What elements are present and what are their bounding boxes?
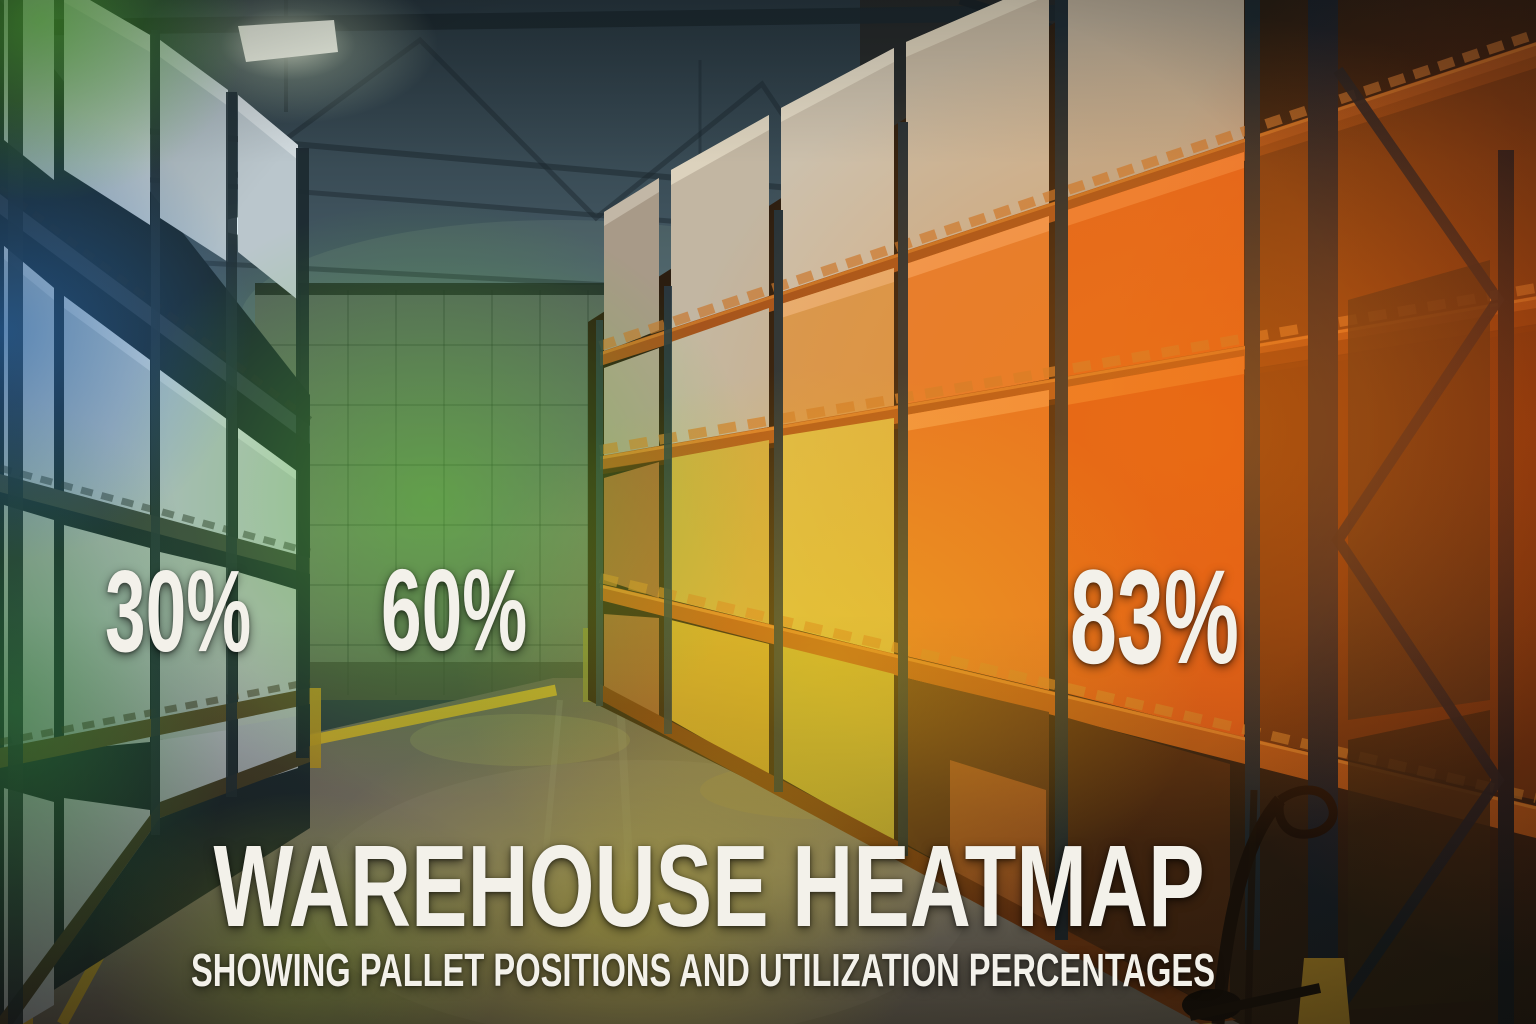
page-title: WAREHOUSE HEATMAP [213,821,1205,951]
utilization-label-center: 60% [381,545,528,675]
utilization-label-left: 30% [105,546,252,676]
page-subtitle: SHOWING PALLET POSITIONS AND UTILIZATION… [191,944,1215,996]
bollard [309,688,321,768]
utilization-label-right: 83% [1070,543,1239,692]
